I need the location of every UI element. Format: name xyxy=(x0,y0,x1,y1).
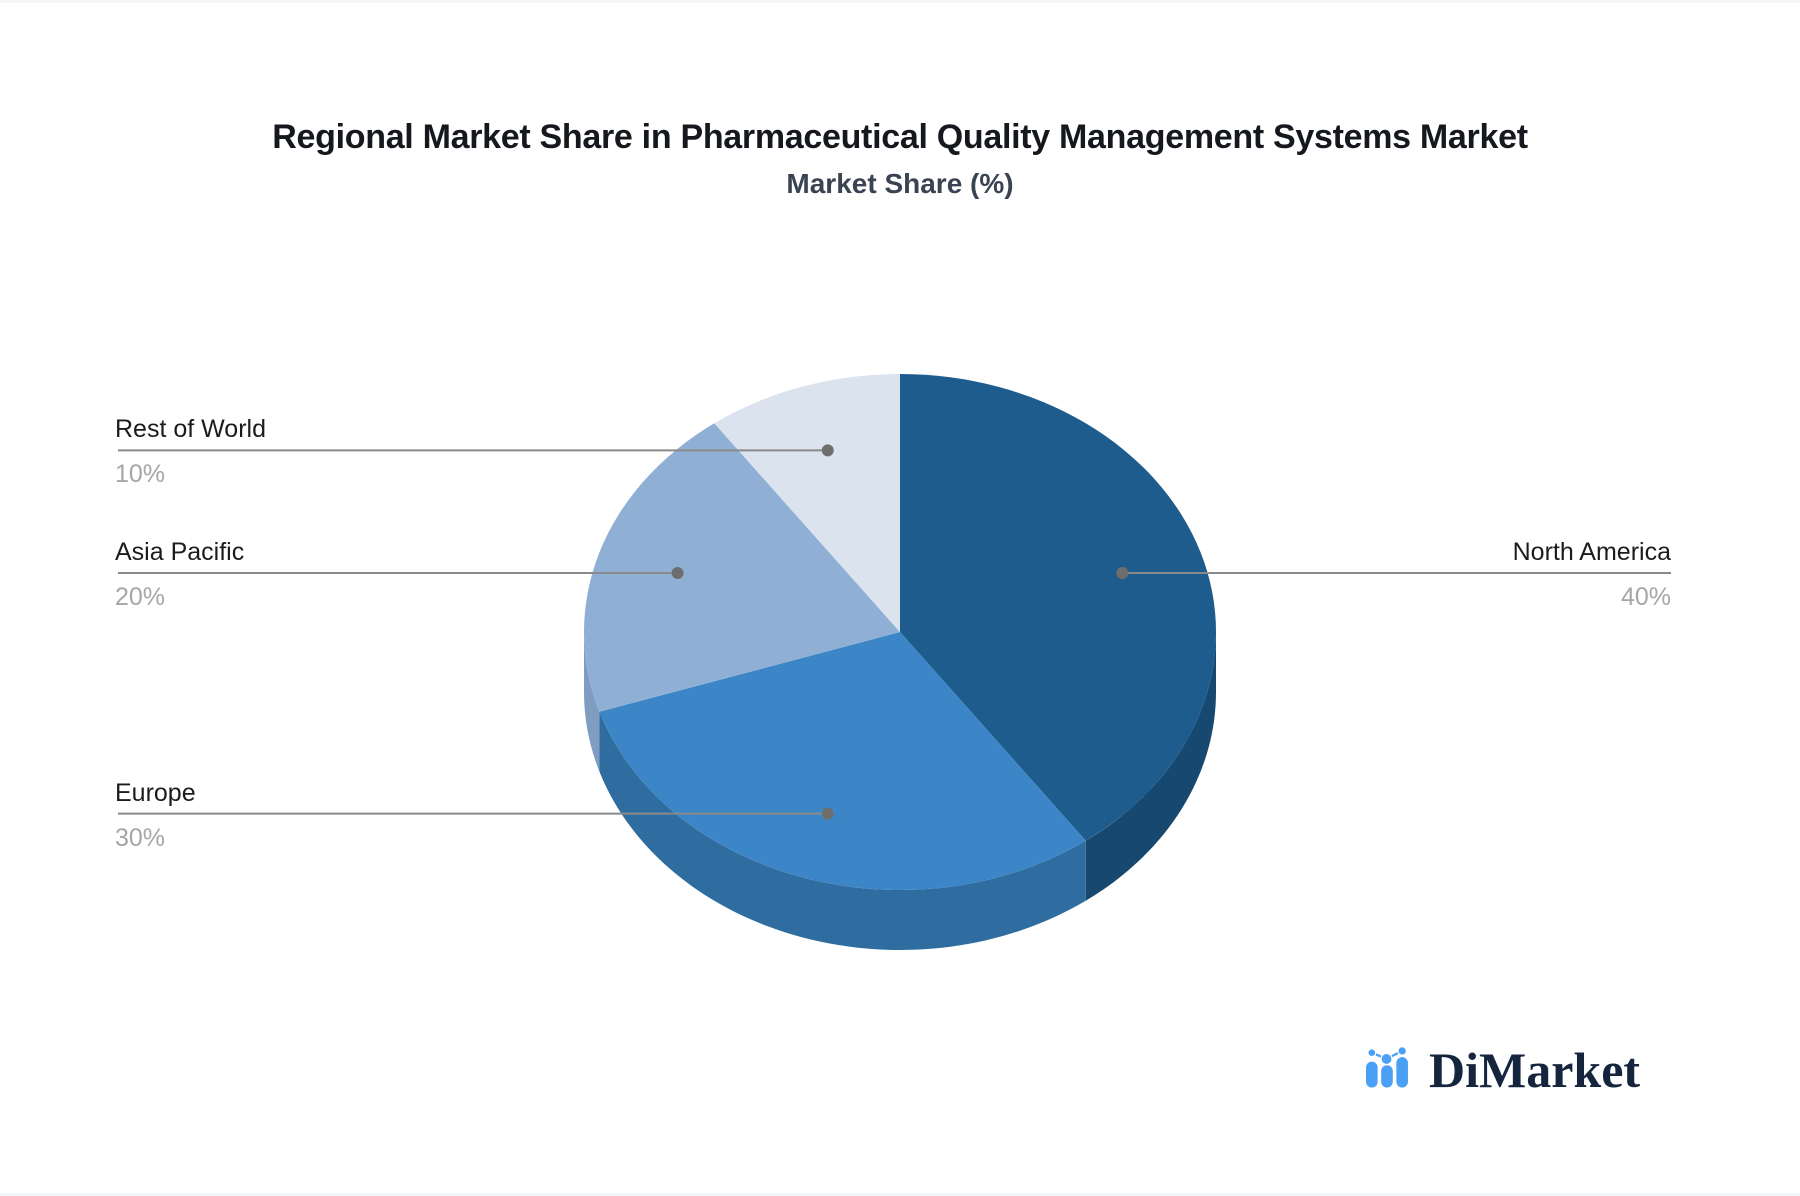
pie-slice-rest-of-world[interactable] xyxy=(714,374,900,632)
callout-europe: Europe 30% xyxy=(115,777,675,854)
callout-asia-pacific: Asia Pacific 20% xyxy=(115,536,675,613)
logo: DiMarket xyxy=(1366,1042,1640,1096)
logo-text: DiMarket xyxy=(1429,1042,1641,1098)
pie-slice-europe[interactable] xyxy=(599,632,1086,891)
callout-north-america: North America 40% xyxy=(1111,536,1671,613)
pie-slice-side-asia-pacific xyxy=(584,632,600,772)
callout-label: Europe xyxy=(115,778,196,807)
callout-dot-europe xyxy=(821,807,834,820)
pie-slice-asia-pacific[interactable] xyxy=(584,423,900,712)
chart-subtitle: Market Share (%) xyxy=(786,168,1014,199)
callout-label: Asia Pacific xyxy=(115,538,245,566)
callout-rest-of-world: Rest of World 10% xyxy=(115,413,675,490)
logo-bar-chart-icon xyxy=(1366,1046,1408,1088)
pie-slice-side-north-america xyxy=(1085,632,1216,901)
callout-value: 40% xyxy=(1620,583,1671,611)
page-edge-bottom xyxy=(0,1193,1800,1196)
callout-label: North America xyxy=(1512,538,1671,566)
callout-dot-rest-of-world xyxy=(821,444,834,457)
callout-value: 30% xyxy=(115,823,166,852)
pie-slice-side-europe xyxy=(599,711,1086,951)
page-edge-top xyxy=(0,0,1800,3)
callout-label: Rest of World xyxy=(115,415,266,444)
callout-dot-asia-pacific xyxy=(671,567,684,579)
callout-value: 20% xyxy=(115,583,166,611)
chart-title: Regional Market Share in Pharmaceutical … xyxy=(272,118,1528,156)
pie-slice-north-america[interactable] xyxy=(900,374,1217,841)
callout-dot-north-america xyxy=(1116,567,1129,579)
callout-value: 10% xyxy=(115,460,166,489)
